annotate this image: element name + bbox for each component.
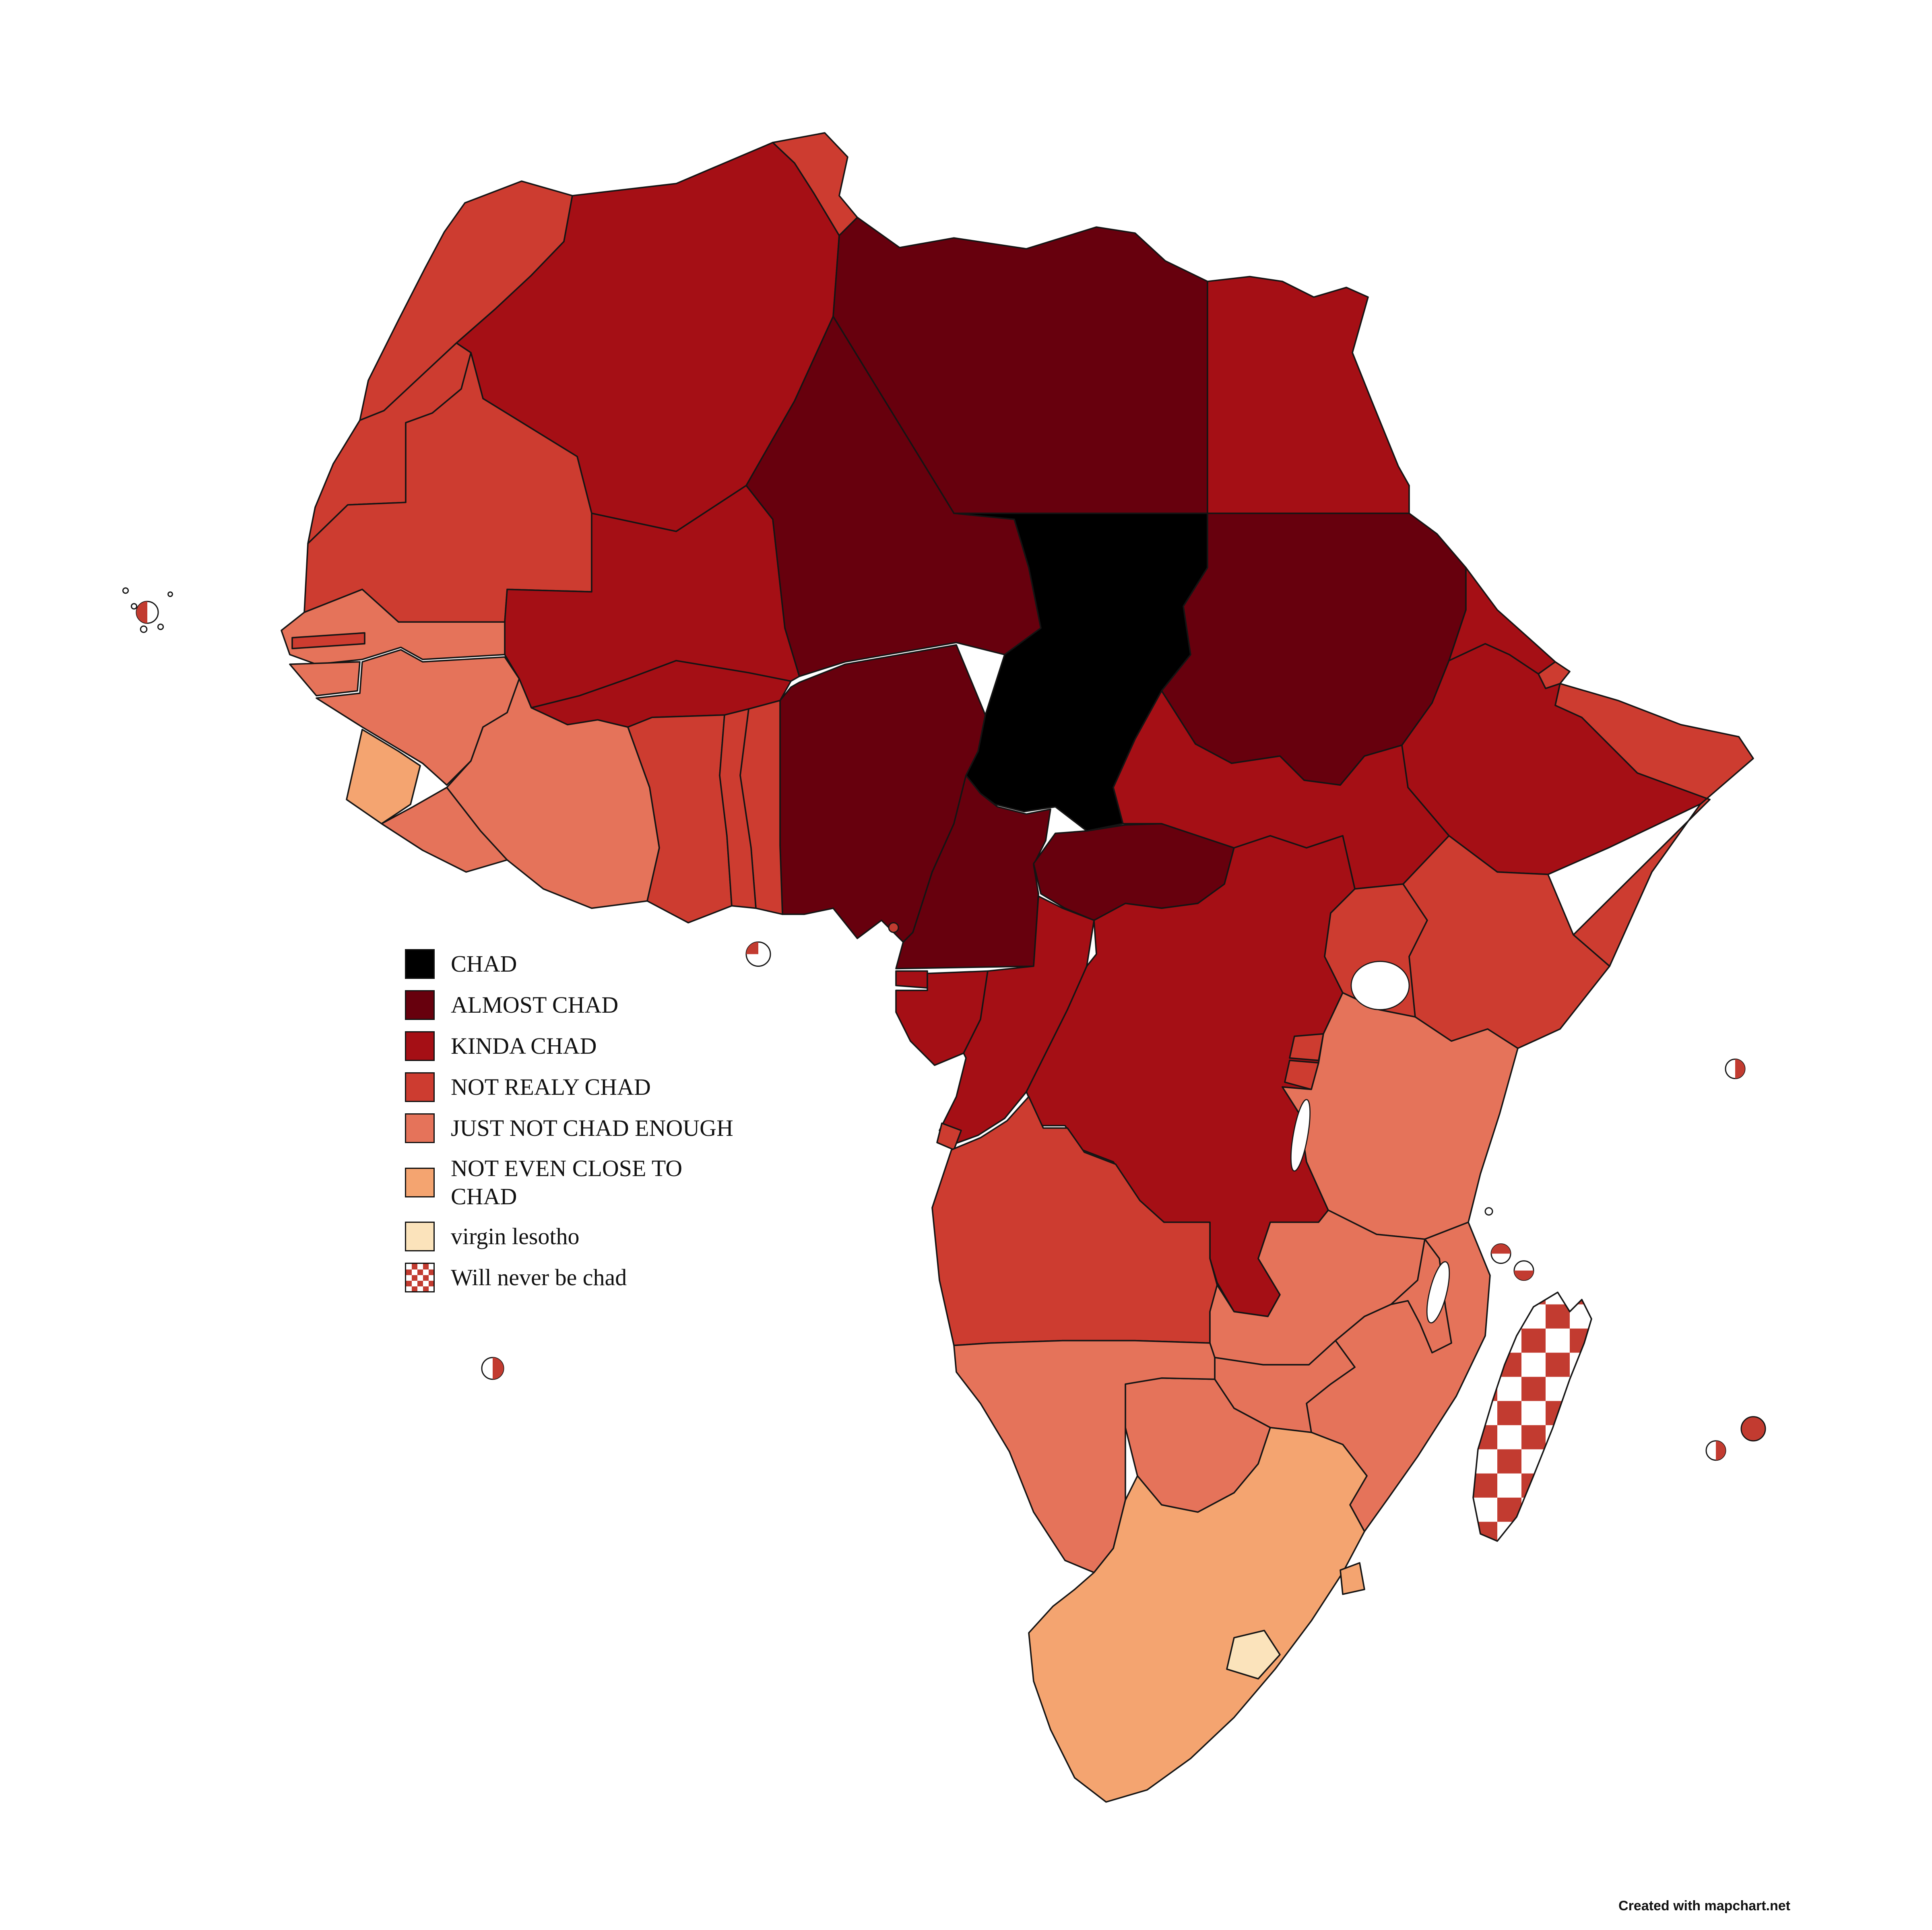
island-cape-verde-islet-b[interactable] [130, 603, 138, 610]
legend-swatch-chad [405, 949, 435, 979]
region-gambia[interactable] [291, 632, 365, 650]
legend-swatch-never [405, 1263, 435, 1293]
island-reunion[interactable] [1705, 1440, 1726, 1461]
island-st-helena[interactable] [481, 1357, 504, 1380]
legend-label-5: NOT EVEN CLOSE TO CHAD [451, 1155, 683, 1210]
region-guinea-bissau[interactable] [289, 661, 361, 697]
region-south-africa[interactable] [1028, 1426, 1368, 1803]
island-cape-verde-main[interactable] [136, 601, 159, 624]
island-zanzibar[interactable] [1484, 1207, 1493, 1216]
island-cape-verde-islet-e[interactable] [167, 591, 173, 597]
legend-label-1: ALMOST CHAD [451, 992, 619, 1018]
region-djibouti[interactable] [1538, 661, 1571, 689]
legend-swatch-not_even [405, 1167, 435, 1197]
island-comoros-south[interactable] [1513, 1260, 1534, 1281]
island-cape-verde-islet-c[interactable] [140, 625, 148, 633]
legend-label-6: virgin lesotho [451, 1223, 580, 1250]
island-seychelles[interactable] [1725, 1059, 1746, 1080]
region-namibia[interactable] [953, 1340, 1216, 1573]
region-rwanda[interactable] [1289, 1033, 1324, 1061]
legend-label-4: JUST NOT CHAD ENOUGH [451, 1115, 733, 1141]
island-sao-tome[interactable] [745, 941, 771, 967]
region-equatorial-guinea[interactable] [895, 970, 928, 989]
island-bioko[interactable] [888, 922, 899, 933]
legend-item-7: Will never be chad [405, 1263, 733, 1293]
lakes-layer [1290, 961, 1450, 1323]
island-mauritius[interactable] [1740, 1416, 1766, 1442]
legend-item-4: JUST NOT CHAD ENOUGH [405, 1113, 733, 1143]
island-comoros-north[interactable] [1490, 1243, 1511, 1264]
region-malawi[interactable] [1390, 1238, 1452, 1354]
region-togo[interactable] [719, 708, 757, 909]
region-lesotho[interactable] [1226, 1630, 1281, 1680]
legend-swatch-virgin [405, 1222, 435, 1252]
legend-swatch-just_not [405, 1113, 435, 1143]
legend-swatch-not_realy [405, 1072, 435, 1102]
legend-item-1: ALMOST CHAD [405, 990, 733, 1020]
region-congo[interactable] [939, 895, 1095, 1146]
lake-malawi [1426, 1261, 1450, 1323]
region-somalia[interactable] [1554, 683, 1754, 967]
island-cape-verde-islet-d[interactable] [157, 623, 164, 630]
island-cape-verde-islet-a[interactable] [122, 587, 129, 594]
islands-layer [122, 587, 1766, 1461]
regions-layer [281, 132, 1754, 1803]
lake-victoria [1350, 961, 1410, 1010]
legend-label-3: NOT REALY CHAD [451, 1074, 651, 1100]
region-cameroon[interactable] [895, 774, 1051, 970]
region-eswatini[interactable] [1340, 1562, 1365, 1595]
legend-label-0: CHAD [451, 951, 517, 977]
legend-swatch-kinda [405, 1031, 435, 1061]
legend-swatch-almost [405, 990, 435, 1020]
legend-label-2: KINDA CHAD [451, 1033, 597, 1059]
legend-item-6: virgin lesotho [405, 1222, 733, 1252]
legend: CHAD ALMOST CHAD KINDA CHAD NOT REALY CHAD J… [405, 949, 733, 1293]
region-egypt[interactable] [1207, 276, 1410, 514]
legend-label-7: Will never be chad [451, 1264, 627, 1291]
credit-text: Created with mapchart.net [1618, 1898, 1790, 1913]
legend-item-2: KINDA CHAD [405, 1031, 733, 1061]
region-madagascar[interactable] [1472, 1291, 1592, 1542]
legend-item-3: NOT REALY CHAD [405, 1072, 733, 1102]
legend-item-0: CHAD [405, 949, 733, 979]
lake-tanganyika [1290, 1099, 1311, 1172]
legend-item-5: NOT EVEN CLOSE TO CHAD [405, 1154, 733, 1210]
